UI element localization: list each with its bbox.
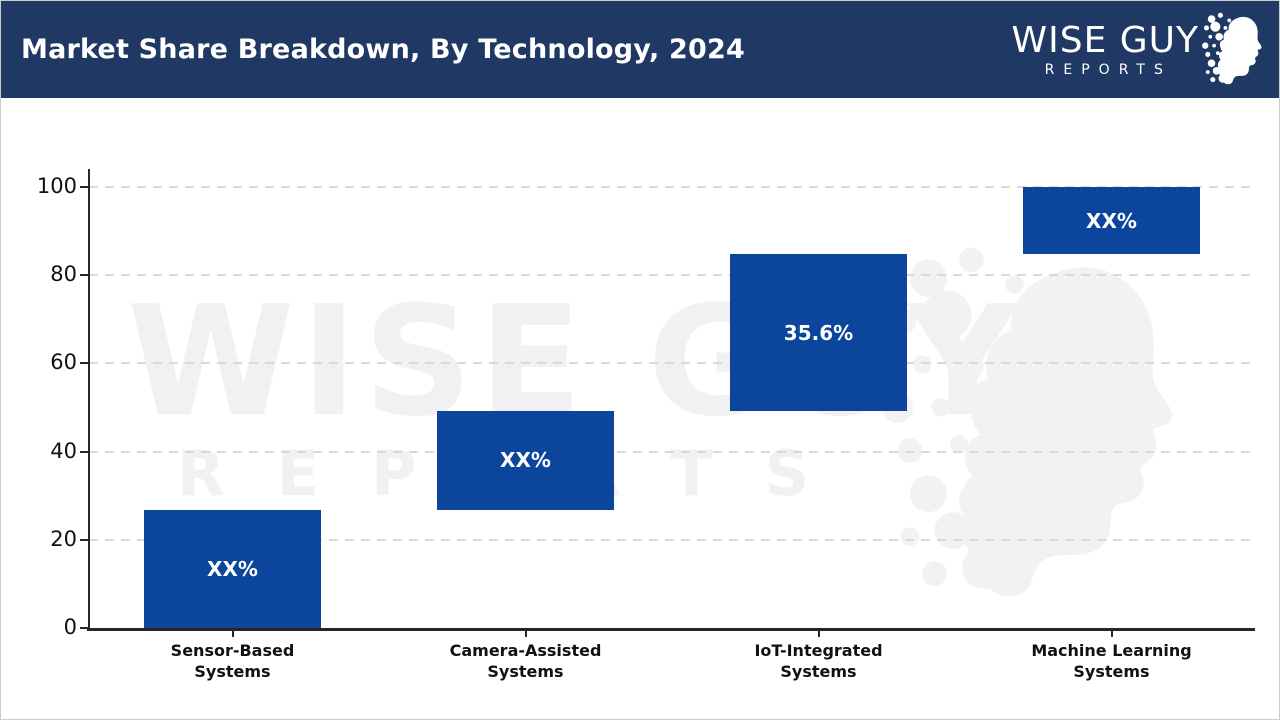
header: Market Share Breakdown, By Technology, 2… [1,1,1279,98]
bar-value-label: XX% [207,556,258,581]
y-tick-mark [80,186,88,188]
bar-value-label: XX% [1086,208,1137,233]
y-tick-label: 100 [36,174,77,198]
y-tick-mark [80,538,88,541]
x-tick-label: Machine Learning Systems [992,640,1232,682]
y-tick-label: 20 [50,526,77,551]
x-tick-mark [524,631,527,637]
y-tick-mark [80,450,88,453]
gridline-60 [89,362,1254,365]
chart-title: Market Share Breakdown, By Technology, 2… [21,34,746,65]
y-tick-label: 80 [50,262,77,287]
y-tick-mark [80,274,88,277]
x-tick-label: Sensor-Based Systems [113,640,353,682]
x-tick-label-line: Camera-Assisted [449,641,602,660]
gridline-80 [89,274,1254,277]
x-tick-label: IoT-Integrated Systems [699,640,939,682]
x-tick-label-line: Systems [487,662,564,681]
y-tick-mark [80,362,88,365]
y-tick-label: 0 [63,615,77,639]
gridline-20 [89,538,1254,541]
x-tick-label-line: Systems [194,662,271,681]
y-tick-label: 40 [50,438,77,463]
gridline-40 [89,450,1254,453]
brand-head-icon [1202,12,1262,84]
brand-name: WISE GUY [1011,19,1199,61]
bar-value-label: 35.6% [783,320,854,345]
brand-text: WISE GUY REPORTS [1011,19,1200,78]
x-tick-label: Camera-Assisted Systems [406,640,646,682]
x-tick-label-line: Machine Learning [1031,641,1192,660]
brand-logo: WISE GUY REPORTS [1012,9,1266,91]
waterfall-bar-3: 35.6% [730,254,907,412]
x-tick-label-line: IoT-Integrated [754,641,883,660]
x-tick-label-line: Systems [780,662,857,681]
x-tick-mark [231,631,234,637]
y-tick-mark [80,627,88,629]
y-tick-label: 60 [50,350,77,375]
brand-tagline: REPORTS [1044,61,1172,78]
y-axis-line [88,169,90,631]
x-axis-line [87,628,1255,631]
bar-value-label: XX% [500,448,551,473]
x-tick-label-line: Systems [1073,662,1150,681]
x-tick-mark [817,631,820,637]
x-tick-label-line: Sensor-Based [170,641,295,660]
gridline-100 [89,186,1254,188]
x-tick-mark [1110,631,1113,637]
waterfall-bar-2: XX% [437,411,614,510]
waterfall-bar-1: XX% [144,509,321,628]
waterfall-bar-4: XX% [1023,187,1200,255]
